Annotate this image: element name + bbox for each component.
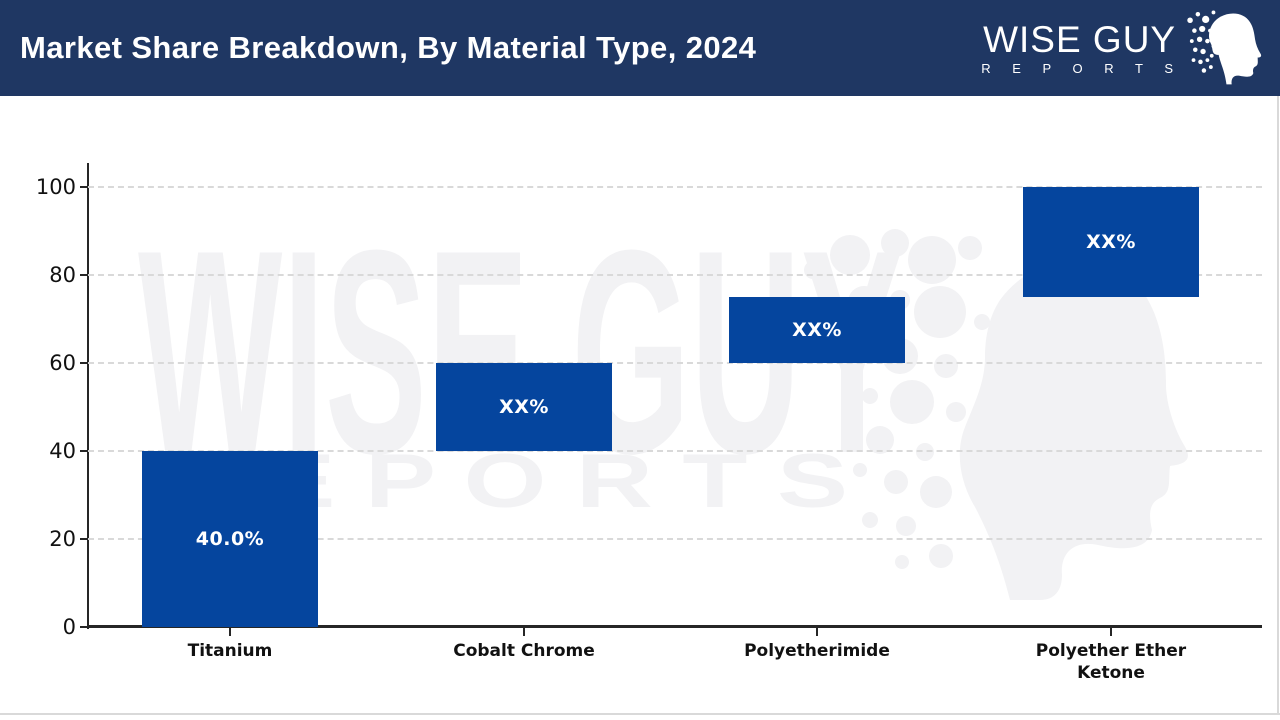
y-tick-label-40: 40 [49, 439, 76, 463]
y-tick-mark-80 [80, 274, 88, 276]
gridline-60 [88, 362, 1262, 364]
bar-polyetherimide: XX% [729, 297, 905, 363]
x-tick-mark-polyether-ether-ketone [1110, 628, 1112, 636]
y-tick-label-20: 20 [49, 527, 76, 551]
x-axis-label-cobalt-chrome: Cobalt Chrome [453, 641, 595, 661]
bar-value-label-polyetherimide: XX% [792, 319, 842, 341]
logo-subtitle: R E P O R T S [981, 61, 1182, 76]
y-tick-label-80: 80 [49, 263, 76, 287]
y-tick-mark-20 [80, 538, 88, 540]
y-tick-mark-100 [80, 186, 88, 188]
bar-titanium: 40.0% [142, 451, 318, 627]
y-tick-label-60: 60 [49, 351, 76, 375]
x-axis-label-titanium: Titanium [187, 641, 273, 661]
y-tick-mark-60 [80, 362, 88, 364]
x-tick-mark-cobalt-chrome [523, 628, 525, 636]
x-tick-mark-polyetherimide [816, 628, 818, 636]
x-axis-label-polyetherimide: Polyetherimide [744, 641, 890, 661]
waterfall-chart: WISE GUY R E P O R T S [0, 96, 1280, 713]
x-axis-label-polyether-ether-ketone: Polyether Ether Ketone [1035, 641, 1187, 683]
right-border [1277, 96, 1279, 715]
header: Market Share Breakdown, By Material Type… [0, 0, 1280, 96]
logo-wordmark: WISE GUY [983, 19, 1177, 60]
chart-title: Market Share Breakdown, By Material Type… [20, 30, 757, 65]
y-tick-label-0: 0 [62, 615, 76, 639]
bar-value-label-titanium: 40.0% [195, 528, 265, 550]
wise-guy-reports-logo: WISE GUY R E P O R T S [977, 6, 1262, 90]
bar-value-label-cobalt-chrome: XX% [499, 396, 549, 418]
x-axis-line [87, 625, 1262, 628]
gridline-80 [88, 274, 1262, 276]
y-tick-mark-0 [80, 626, 88, 628]
y-tick-mark-40 [80, 450, 88, 452]
logo-head-icon [1187, 10, 1262, 85]
gridline-40 [88, 450, 1262, 452]
gridline-100 [88, 186, 1262, 188]
bottom-border [0, 713, 1280, 715]
y-axis-line [87, 163, 89, 629]
bar-value-label-polyether-ether-ketone: XX% [1086, 231, 1136, 253]
bar-cobalt-chrome: XX% [436, 363, 612, 451]
plot-area: 0 20 40 60 80 100 40.0% Titanium XX% Cobalt Chrom… [0, 96, 1280, 713]
y-tick-label-100: 100 [35, 175, 76, 199]
bar-polyether-ether-ketone: XX% [1023, 187, 1199, 297]
x-tick-mark-titanium [229, 628, 231, 636]
logo-wordmark-block: WISE GUY R E P O R T S [977, 21, 1182, 75]
gridline-20 [88, 538, 1262, 540]
